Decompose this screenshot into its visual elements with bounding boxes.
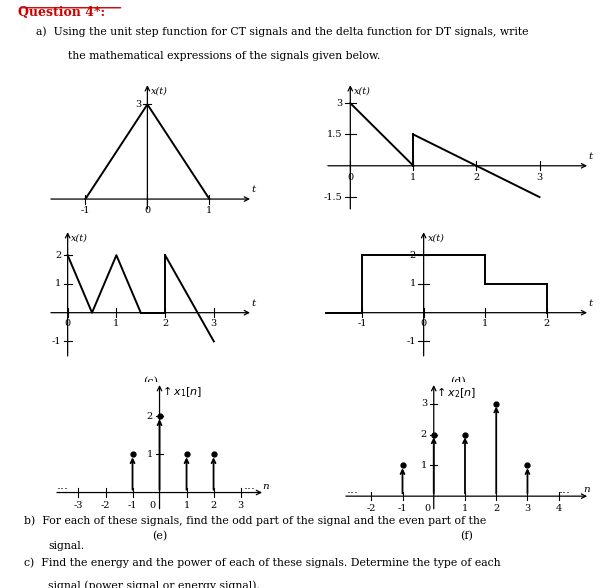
- Text: 2: 2: [409, 250, 416, 260]
- Text: 1: 1: [409, 279, 416, 289]
- Text: -2: -2: [101, 501, 110, 510]
- Text: ...: ...: [243, 479, 255, 492]
- Text: t: t: [589, 152, 593, 161]
- Text: 2: 2: [421, 430, 427, 439]
- Text: 1: 1: [482, 319, 488, 329]
- Text: -3: -3: [73, 501, 83, 510]
- Text: x(t): x(t): [355, 86, 371, 95]
- Text: ...: ...: [57, 479, 69, 492]
- Text: -1: -1: [398, 503, 407, 513]
- Text: 4: 4: [556, 503, 562, 513]
- Text: 0: 0: [421, 319, 427, 329]
- Text: $\uparrow x_2[n]$: $\uparrow x_2[n]$: [435, 385, 477, 400]
- Text: 1: 1: [184, 501, 190, 510]
- Text: 3: 3: [237, 501, 244, 510]
- Text: (f): (f): [460, 531, 473, 542]
- Text: 2: 2: [473, 172, 480, 182]
- Text: 2: 2: [55, 250, 61, 260]
- Text: signal.: signal.: [48, 540, 84, 550]
- Text: (d): (d): [450, 377, 465, 387]
- Text: 0: 0: [347, 172, 353, 182]
- Text: 3: 3: [135, 100, 141, 109]
- Text: -1: -1: [81, 206, 90, 215]
- Text: 1.5: 1.5: [327, 130, 343, 139]
- Text: c)  Find the energy and the power of each of these signals. Determine the type o: c) Find the energy and the power of each…: [24, 557, 501, 568]
- Text: 0: 0: [424, 503, 430, 513]
- Text: 1: 1: [462, 503, 468, 513]
- Text: 0: 0: [64, 319, 70, 329]
- Text: (c): (c): [143, 377, 158, 387]
- Text: 0: 0: [144, 206, 150, 215]
- Text: t: t: [252, 185, 256, 194]
- Text: 1: 1: [113, 319, 120, 329]
- Text: 1: 1: [410, 172, 417, 182]
- Text: 2: 2: [493, 503, 499, 513]
- Text: 3: 3: [421, 399, 427, 408]
- Text: the mathematical expressions of the signals given below.: the mathematical expressions of the sign…: [54, 51, 380, 61]
- Text: -1: -1: [52, 337, 61, 346]
- Text: 2: 2: [146, 412, 153, 421]
- Text: (e): (e): [152, 531, 167, 542]
- Text: -1: -1: [406, 337, 416, 346]
- Text: x(t): x(t): [70, 233, 88, 242]
- Text: signal (power signal or energy signal).: signal (power signal or energy signal).: [48, 580, 260, 588]
- Text: 3: 3: [536, 172, 542, 182]
- Text: b)  For each of these signals, find the odd part of the signal and the even part: b) For each of these signals, find the o…: [24, 515, 486, 526]
- Text: x(t): x(t): [150, 86, 167, 95]
- Text: x(t): x(t): [427, 233, 444, 242]
- Text: t: t: [589, 299, 593, 308]
- Text: t: t: [252, 299, 256, 308]
- Text: ...: ...: [346, 483, 358, 496]
- Text: ...: ...: [559, 483, 571, 496]
- Text: 3: 3: [211, 319, 217, 329]
- Text: 3: 3: [524, 503, 530, 513]
- Text: (a): (a): [143, 230, 158, 240]
- Text: 1: 1: [55, 279, 61, 289]
- Text: n: n: [262, 482, 269, 491]
- Text: a)  Using the unit step function for CT signals and the delta function for DT si: a) Using the unit step function for CT s…: [36, 27, 529, 38]
- Text: -2: -2: [367, 503, 376, 513]
- Text: 3: 3: [336, 99, 343, 108]
- Text: (b): (b): [450, 230, 465, 240]
- Text: 1: 1: [421, 461, 427, 470]
- Text: -1.5: -1.5: [324, 193, 343, 202]
- Text: 1: 1: [206, 206, 213, 215]
- Text: n: n: [584, 485, 591, 495]
- Text: 2: 2: [162, 319, 168, 329]
- Text: $\uparrow x_1[n]$: $\uparrow x_1[n]$: [160, 384, 202, 399]
- Text: -1: -1: [358, 319, 367, 329]
- Text: Question 4*:: Question 4*:: [18, 6, 105, 19]
- Text: 2: 2: [211, 501, 217, 510]
- Text: 1: 1: [146, 450, 153, 459]
- Text: 0: 0: [149, 501, 155, 510]
- Text: 2: 2: [544, 319, 550, 329]
- Text: -1: -1: [128, 501, 137, 510]
